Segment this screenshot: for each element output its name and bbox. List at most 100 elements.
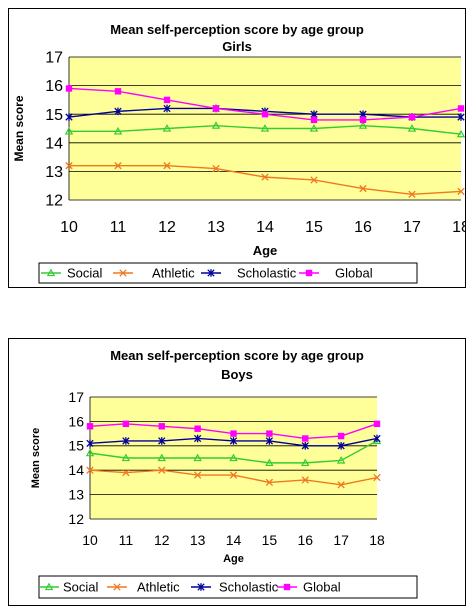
boys-y-tick-label: 17 (68, 389, 84, 405)
girls-series-athletic (65, 162, 465, 198)
boys-scholastic-point (158, 437, 166, 445)
girls-global-point (212, 105, 220, 112)
girls-global-point (65, 85, 73, 92)
girls-y-tick-label: 16 (45, 78, 63, 95)
girls-legend-box (38, 262, 418, 284)
boys-athletic-point (337, 481, 345, 489)
girls-social-point (211, 121, 221, 129)
boys-social-point (157, 453, 166, 462)
boys-legend: Social Athletic Scholastic Global (38, 575, 418, 599)
girls-social-point (113, 126, 123, 135)
girls-legend-label-athletic: Athletic (152, 266, 195, 281)
boys-legend-item-athletic: Athletic (107, 580, 180, 595)
girls-legend-marker-athletic (119, 269, 127, 277)
boys-legend-marker-social (44, 582, 54, 591)
girls-athletic-point (114, 162, 122, 170)
boys-global-point (302, 435, 309, 442)
girls-scholastic-point (114, 107, 122, 116)
boys-global-point (230, 430, 237, 437)
boys-scholastic-point (301, 442, 309, 450)
boys-x-tick-label: 16 (297, 532, 313, 548)
girls-legend-label-social: Social (67, 266, 103, 281)
boys-athletic-point (193, 471, 202, 479)
girls-y-tick-label: 14 (45, 135, 63, 152)
boys-athletic-point (265, 478, 274, 487)
girls-x-tick-label: 18 (452, 219, 465, 236)
boys-scholastic-point (122, 437, 130, 445)
boys-y-tick-label: 15 (68, 438, 84, 454)
boys-global-point (122, 420, 130, 428)
girls-legend-marker-scholastic (207, 269, 215, 277)
boys-series-global (86, 420, 381, 442)
boys-legend-label-social: Social (63, 580, 99, 595)
girls-chart-title: Mean self-perception score by age group (110, 22, 364, 37)
girls-global-point (261, 111, 269, 118)
boys-legend-item-global: Global (277, 580, 341, 595)
boys-athletic-point (122, 468, 130, 477)
boys-series-scholastic (86, 434, 381, 450)
boys-global-point (373, 420, 381, 428)
boys-chart-title: Mean self-perception score by age group (110, 348, 364, 363)
boys-x-tick-label: 11 (119, 532, 134, 548)
girls-scholastic-point (65, 113, 73, 121)
girls-legend: Social Athletic Scholastic Global (38, 262, 418, 284)
girls-x-axis-label: Age (253, 243, 278, 258)
girls-legend-marker-social (46, 268, 56, 277)
girls-global-point (408, 113, 416, 121)
boys-scholastic-point (373, 434, 381, 443)
girls-social-point (162, 124, 172, 132)
girls-series-global (65, 85, 465, 124)
boys-x-tick-label: 14 (226, 532, 242, 548)
girls-social-point (358, 121, 368, 129)
boys-chart-panel: Mean self-perception score by age group B… (8, 338, 466, 606)
girls-legend-marker-global (305, 269, 313, 277)
girls-x-tick-label: 10 (60, 219, 78, 236)
boys-global-point (266, 430, 273, 437)
boys-y-tick-label: 16 (68, 413, 84, 429)
boys-global-point (194, 425, 201, 432)
boys-social-point (301, 458, 310, 467)
girls-scholastic-point (163, 104, 171, 113)
boys-legend-marker-scholastic (197, 583, 205, 591)
boys-social-point (193, 453, 202, 462)
boys-social-point (121, 453, 131, 462)
boys-x-axis-label: Age (223, 553, 244, 565)
girls-athletic-point (310, 176, 318, 184)
girls-x-tick-label: 14 (256, 219, 274, 236)
boys-social-point (265, 458, 274, 467)
boys-series-social (85, 436, 382, 467)
girls-athletic-point (212, 164, 220, 173)
girls-athletic-point (65, 162, 73, 170)
girls-global-point (310, 116, 318, 124)
girls-chart: Mean self-perception score by age group G… (12, 22, 470, 284)
boys-legend-label-global: Global (303, 580, 341, 595)
girls-legend-item-global: Global (299, 266, 373, 281)
girls-y-tick-label: 12 (45, 193, 63, 210)
boys-athletic-point (373, 473, 381, 482)
boys-scholastic-point (193, 434, 202, 443)
boys-chart-subtitle: Boys (221, 367, 253, 382)
girls-legend-item-social: Social (41, 266, 103, 281)
boys-global-point (86, 423, 94, 430)
girls-social-point (260, 124, 270, 132)
girls-athletic-point (163, 162, 171, 170)
boys-x-tick-label: 18 (369, 532, 385, 548)
girls-series-social (64, 121, 466, 138)
girls-y-tick-label: 15 (45, 107, 63, 124)
boys-y-axis-label: Mean score (30, 428, 42, 489)
boys-y-tick-label: 14 (68, 462, 84, 478)
girls-social-point (309, 124, 319, 132)
girls-legend-label-scholastic: Scholastic (237, 266, 297, 281)
boys-x-tick-label: 17 (333, 532, 349, 548)
boys-x-tick-label: 12 (154, 532, 170, 548)
girls-chart-panel: Mean self-perception score by age group G… (8, 8, 470, 288)
girls-x-tick-label: 12 (158, 219, 176, 236)
boys-chart: Mean self-perception score by age group B… (30, 348, 418, 599)
boys-legend-item-social: Social (39, 580, 99, 595)
girls-y-tick-label: 17 (45, 50, 63, 67)
boys-scholastic-point (265, 437, 274, 445)
boys-x-tick-label: 15 (262, 532, 278, 548)
girls-athletic-point (261, 173, 269, 181)
boys-athletic-point (301, 476, 309, 484)
girls-social-point (456, 129, 466, 138)
